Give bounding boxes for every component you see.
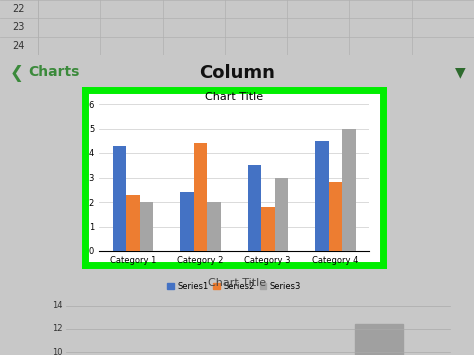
Bar [261, 207, 274, 251]
Text: 14: 14 [52, 301, 62, 310]
Text: Charts: Charts [28, 66, 79, 80]
Text: 24: 24 [12, 41, 24, 51]
Text: ❮: ❮ [10, 64, 24, 82]
Text: 12: 12 [52, 324, 62, 333]
Bar [356, 323, 403, 355]
Text: 22: 22 [12, 4, 24, 14]
Text: 10: 10 [52, 348, 62, 355]
Bar [193, 143, 207, 251]
Bar [274, 178, 288, 251]
Text: ▼: ▼ [455, 66, 465, 80]
Bar [315, 141, 328, 251]
Text: 23: 23 [12, 22, 24, 33]
Legend: Series1, Series2, Series3: Series1, Series2, Series3 [164, 278, 304, 294]
Bar [112, 146, 126, 251]
Bar [328, 182, 342, 251]
Bar [247, 165, 261, 251]
Text: Chart Title: Chart Title [208, 278, 266, 288]
Title: Chart Title: Chart Title [205, 92, 263, 102]
Bar [180, 192, 193, 251]
Bar [207, 202, 220, 251]
Bar [126, 195, 139, 251]
Bar [342, 129, 356, 251]
Bar [139, 202, 153, 251]
Text: Column: Column [199, 64, 275, 82]
